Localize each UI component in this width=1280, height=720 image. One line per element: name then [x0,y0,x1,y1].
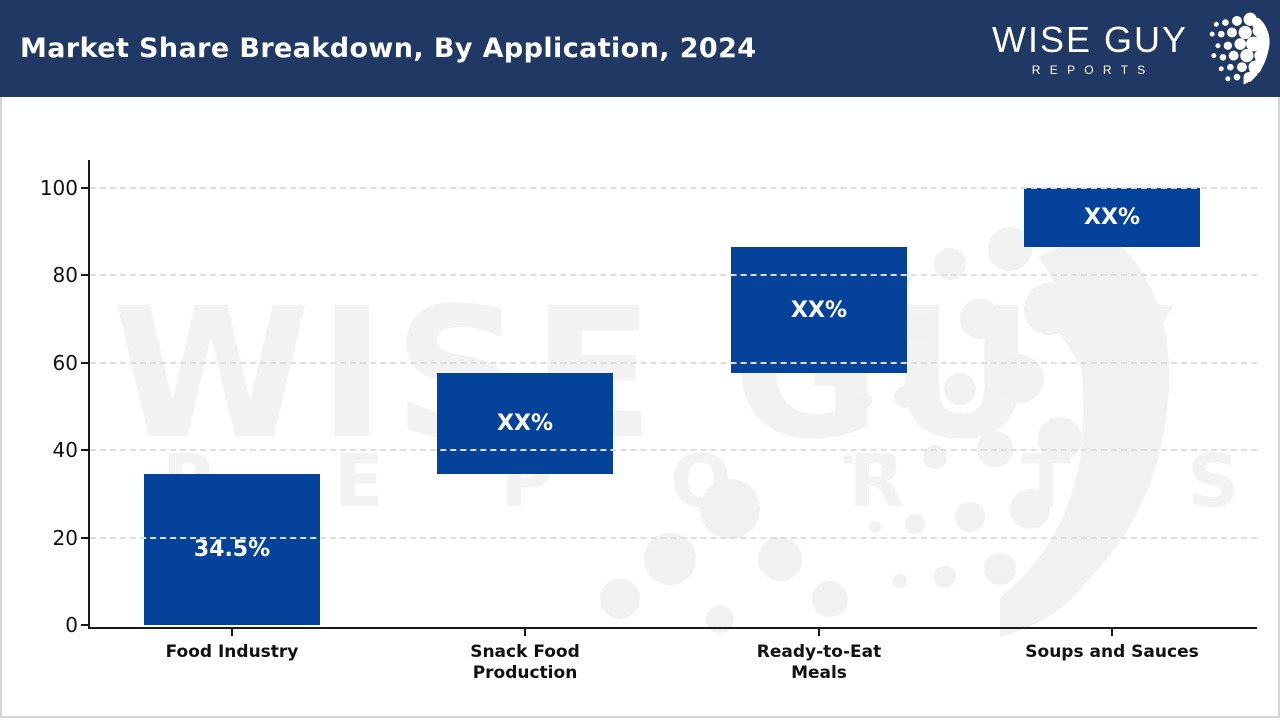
gridline-80 [90,274,1257,276]
y-tick-mark [81,449,89,451]
x-category-label: Food Industry [165,642,299,662]
x-category-label: Ready-to-Eat Meals [756,642,882,684]
bar-value-label: XX% [1084,204,1140,230]
y-tick-label: 20 [52,525,78,550]
y-tick-mark [81,274,89,276]
y-tick-label: 60 [52,350,78,375]
gridline-40 [90,449,1257,451]
y-tick-mark [81,361,89,364]
header: Market Share Breakdown, By Application, … [0,0,1280,97]
bar-chart: 0 20 40 60 80 100 34.5% Food Industry XX% Snack F… [2,97,1278,716]
y-tick-mark [81,536,89,539]
x-tick-mark [1111,629,1113,636]
y-axis-line [88,160,90,629]
x-category-label: Soups and Sauces [1025,642,1199,662]
x-category-label: Snack Food Production [470,642,580,684]
x-tick-mark [231,629,233,636]
bar-value-label: 34.5% [193,537,271,563]
bar-4: XX% [1024,187,1200,247]
y-tick-label: 80 [52,263,78,287]
bar-1: 34.5% [144,474,320,625]
bar-value-label: XX% [791,297,847,323]
y-tick-mark [81,186,89,189]
y-tick-label: 100 [39,175,78,200]
logo-subtitle: R E P O R T S [1031,62,1149,77]
y-tick-label: 0 [65,613,78,637]
x-axis-line [88,627,1257,629]
page-title: Market Share Breakdown, By Application, … [20,33,757,64]
bar-3: XX% [731,247,907,374]
bar-value-label: XX% [497,411,553,437]
gridline-60 [90,361,1257,364]
x-tick-mark [818,629,820,636]
wiseguy-logo-text: WISE GUY R E P O R T S [991,18,1188,77]
wiseguy-head-icon [1209,12,1270,85]
logo-wordmark: WISE GUY [991,18,1188,60]
bar-2: XX% [437,373,613,475]
y-tick-mark [81,624,89,626]
x-tick-mark [524,629,526,636]
y-tick-label: 40 [52,438,78,462]
chart-area: WISE GUY R E P O R T S 02040608010034.5%… [0,97,1280,718]
wiseguy-logo: WISE GUY R E P O R T S [992,7,1270,91]
